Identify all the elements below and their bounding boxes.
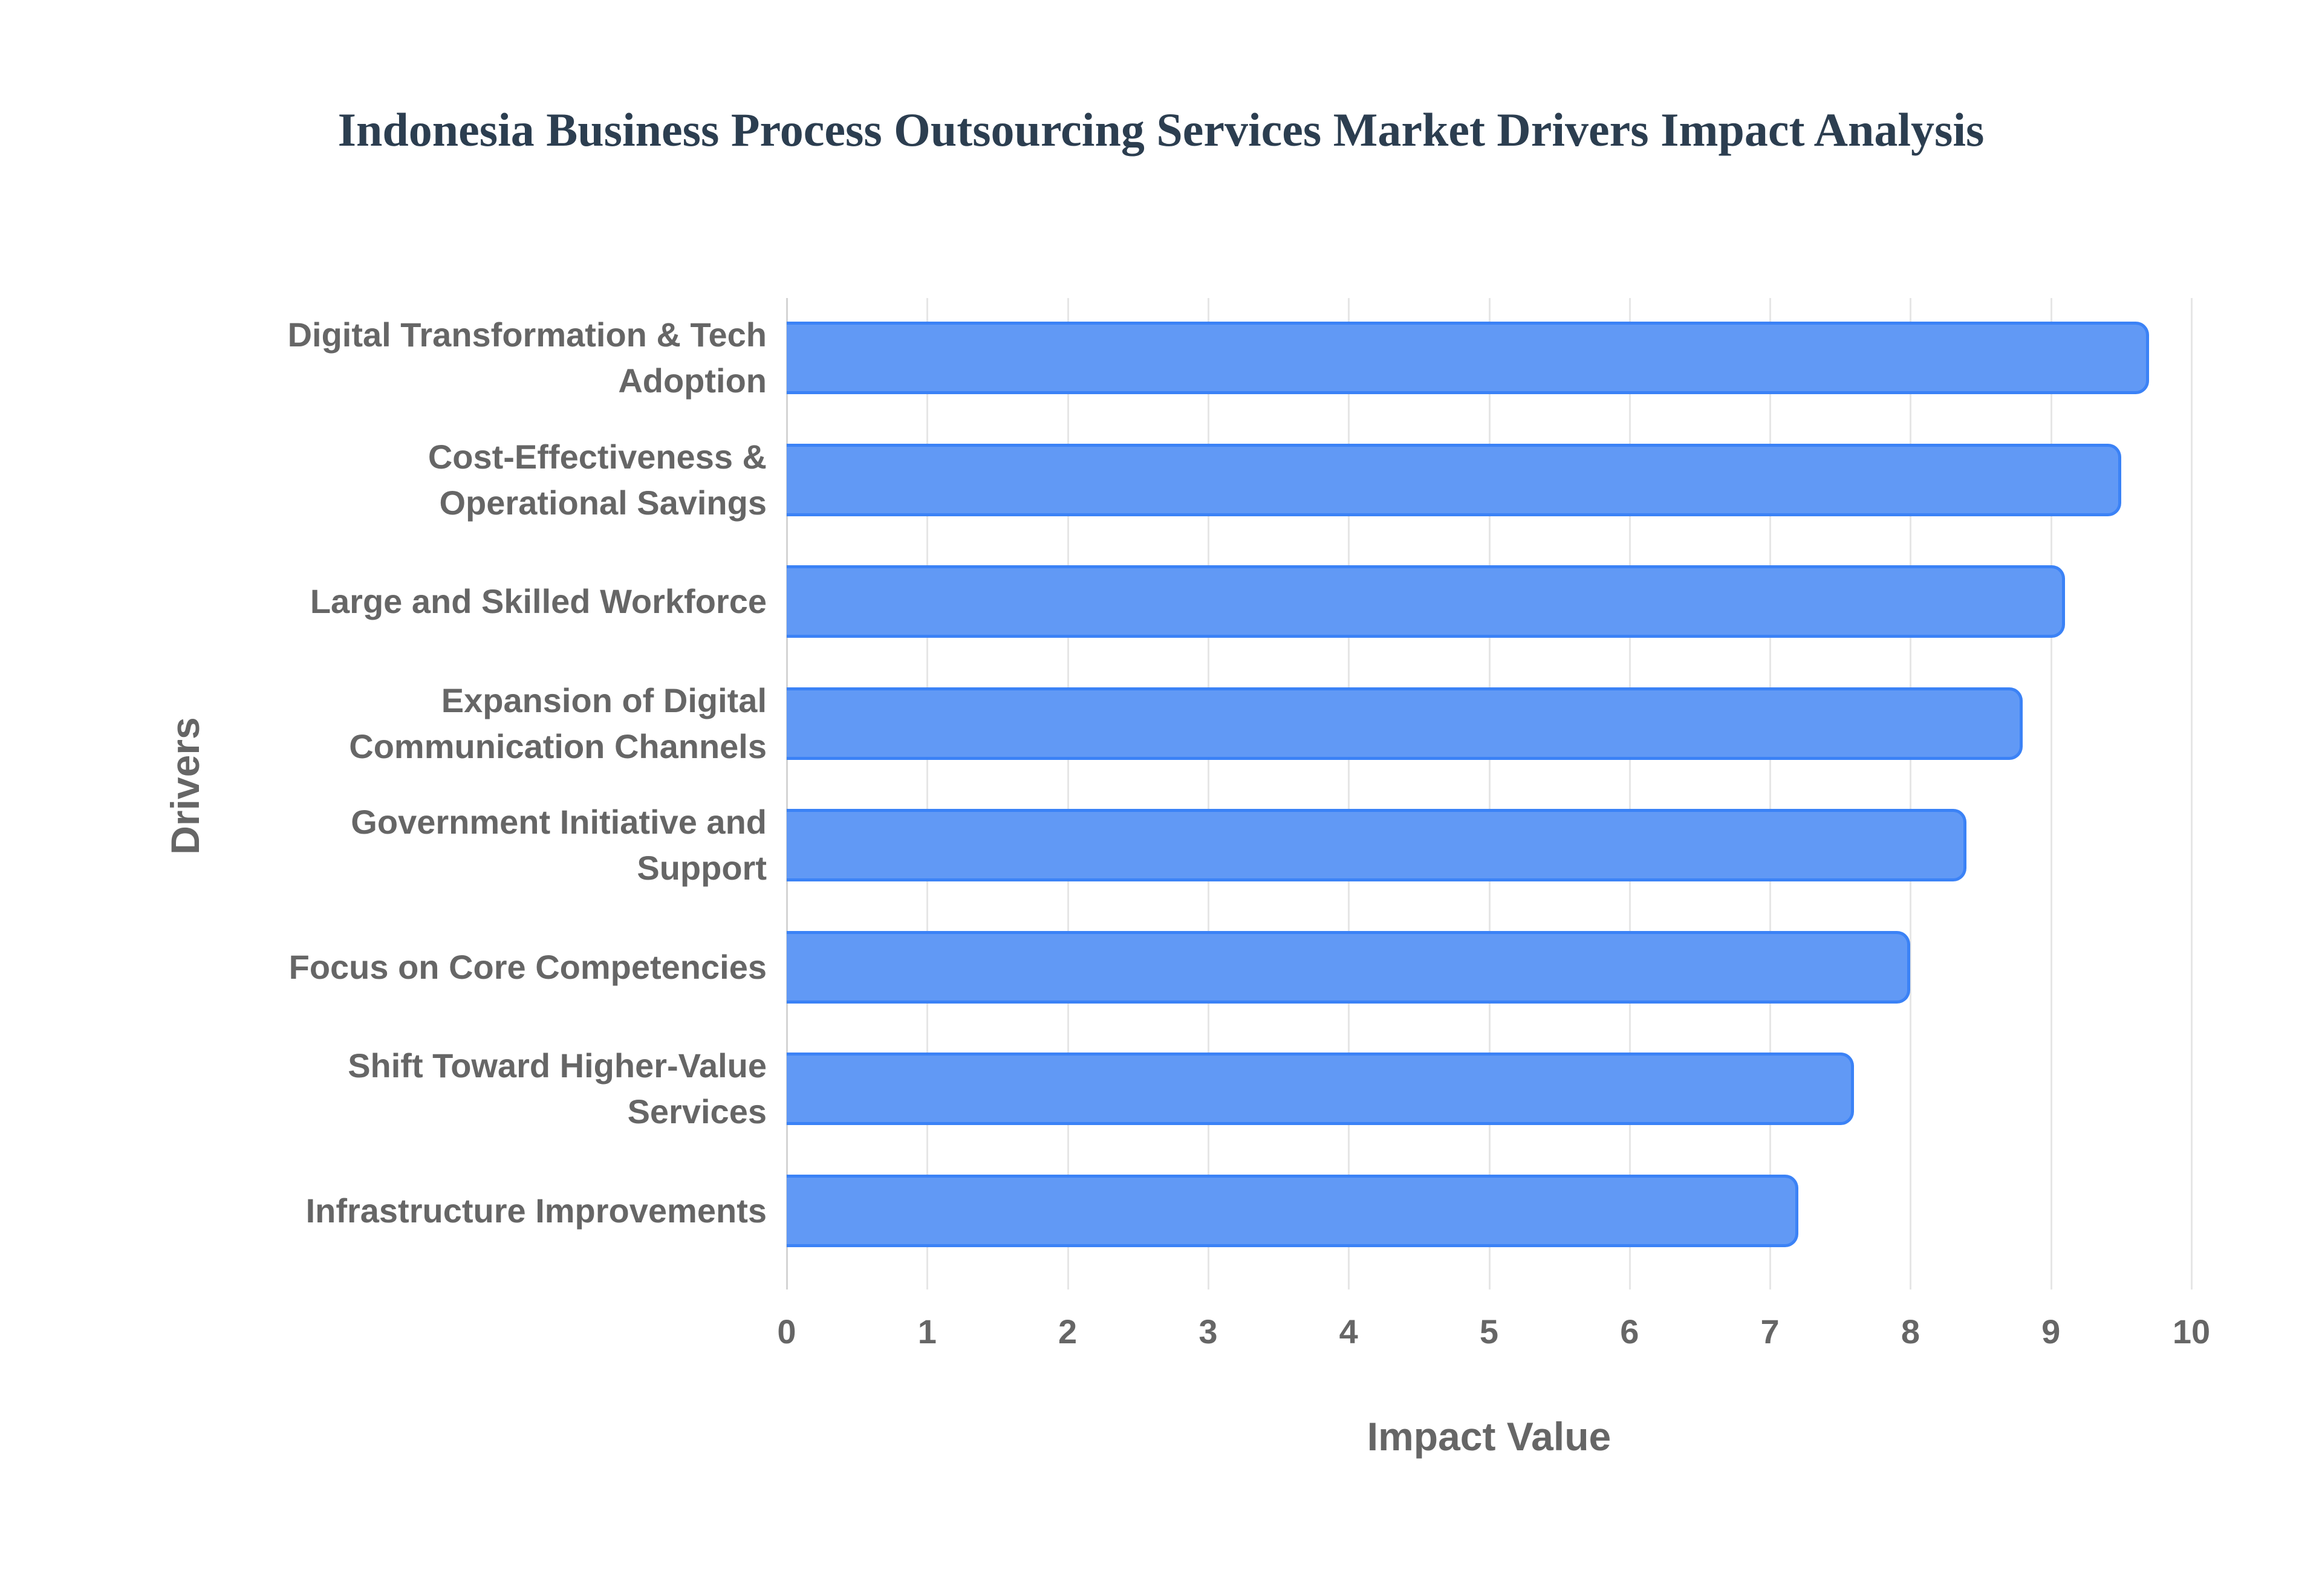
y-tick-label-line: Services (627, 1092, 767, 1130)
bar[interactable] (787, 322, 2150, 394)
y-tick-label: Large and Skilled Workforce (223, 541, 767, 662)
plot-area (786, 298, 2193, 1289)
bar[interactable] (787, 809, 1967, 881)
y-tick-label-line: Operational Savings (439, 483, 767, 522)
gridline-8 (1910, 298, 1912, 1289)
y-tick-label-line: Large and Skilled Workforce (310, 582, 767, 620)
x-tick-label: 3 (1198, 1312, 1218, 1351)
y-tick-label-line: Focus on Core Competencies (288, 947, 767, 986)
bar[interactable] (787, 443, 2121, 516)
y-tick-label: Digital Transformation & Tech Adoption (223, 297, 767, 418)
y-tick-label: Infrastructure Improvements (223, 1150, 767, 1271)
gridline-10 (2191, 298, 2193, 1289)
y-tick-label-line: Government Initiative and (351, 803, 767, 841)
y-tick-label: Shift Toward Higher-Value Services (223, 1028, 767, 1149)
gridline-5 (1488, 298, 1491, 1289)
y-tick-label: Expansion of Digital Communication Channe… (223, 663, 767, 784)
gridline-3 (1207, 298, 1209, 1289)
x-tick-label: 9 (2041, 1312, 2061, 1351)
y-tick-label: Focus on Core Competencies (223, 907, 767, 1028)
gridline-9 (2050, 298, 2052, 1289)
y-tick-label-line: Expansion of Digital (441, 681, 767, 719)
bar[interactable] (787, 930, 1911, 1004)
gridline-6 (1628, 298, 1631, 1289)
y-tick-label-line: Digital Transformation & Tech (287, 316, 767, 354)
x-tick-label: 5 (1479, 1312, 1499, 1351)
gridline-1 (926, 298, 929, 1289)
y-tick-label: Cost-Effectiveness & Operational Savings (223, 420, 767, 540)
x-tick-label: 0 (777, 1312, 796, 1351)
chart-title: Indonesia Business Process Outsourcing S… (337, 103, 1985, 156)
gridline-2 (1067, 298, 1069, 1289)
y-tick-label-line: Cost-Effectiveness & (428, 437, 767, 476)
y-tick-label: Government Initiative and Support (223, 785, 767, 906)
x-axis-title: Impact Value (1367, 1414, 1611, 1459)
bar[interactable] (787, 1174, 1798, 1247)
bar[interactable] (787, 1053, 1855, 1125)
x-tick-label: 4 (1339, 1312, 1358, 1351)
x-tick-label: 2 (1058, 1312, 1078, 1351)
y-tick-label-line: Support (637, 849, 767, 887)
bar[interactable] (787, 565, 2065, 638)
x-tick-label: 6 (1620, 1312, 1639, 1351)
x-tick-label: 8 (1901, 1312, 1920, 1351)
y-tick-label-line: Infrastructure Improvements (305, 1191, 767, 1230)
bar[interactable] (787, 687, 2023, 760)
y-tick-label-line: Shift Toward Higher-Value (348, 1046, 767, 1085)
gridline-0 (786, 298, 788, 1289)
y-axis-title: Drivers (163, 717, 207, 855)
y-tick-label-line: Adoption (618, 362, 767, 400)
gridline-4 (1348, 298, 1350, 1289)
gridline-7 (1769, 298, 1772, 1289)
x-tick-label: 7 (1760, 1312, 1780, 1351)
x-tick-label: 10 (2172, 1312, 2211, 1351)
y-tick-label-line: Communication Channels (349, 727, 767, 765)
x-tick-label: 1 (917, 1312, 937, 1351)
